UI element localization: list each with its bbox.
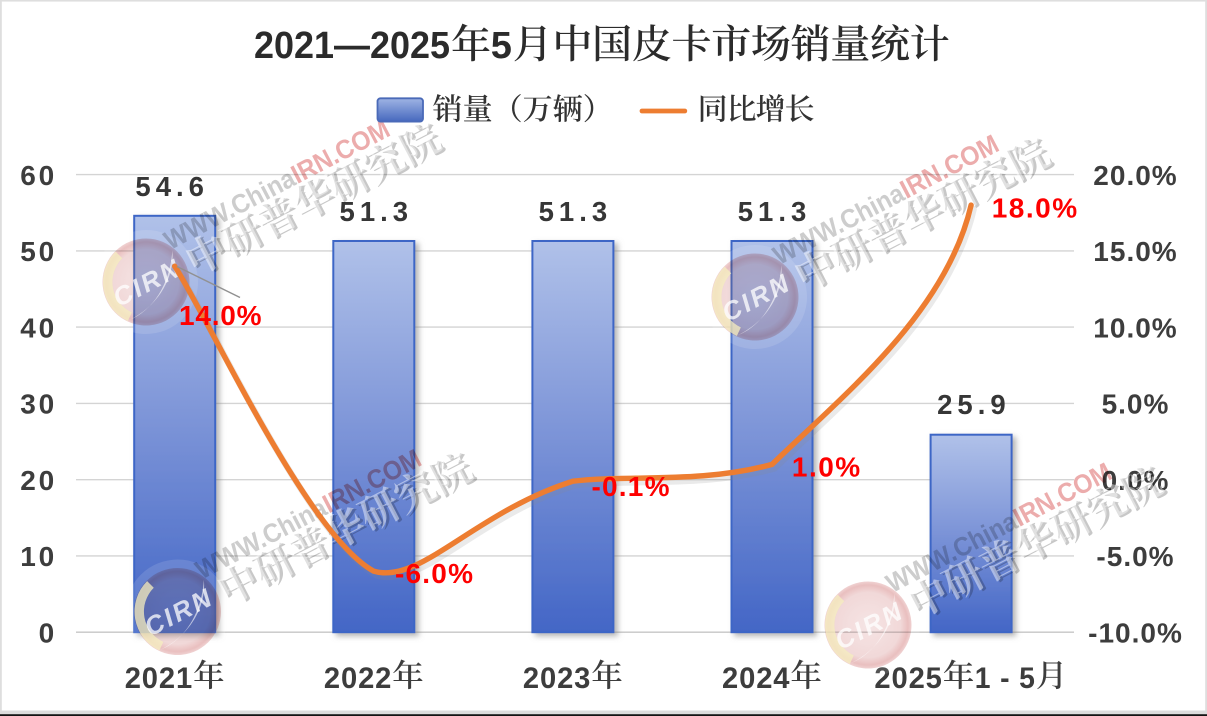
svg-text:1.0%: 1.0% (792, 451, 862, 482)
svg-text:30: 30 (20, 389, 57, 420)
svg-text:25.9: 25.9 (937, 389, 1011, 420)
svg-text:20: 20 (20, 465, 57, 496)
svg-text:10: 10 (20, 541, 57, 572)
svg-text:54.6: 54.6 (135, 171, 209, 202)
svg-text:10.0%: 10.0% (1093, 312, 1177, 343)
svg-text:51.3: 51.3 (539, 196, 613, 227)
svg-text:51.3: 51.3 (340, 196, 414, 227)
svg-text:14.0%: 14.0% (179, 300, 262, 331)
svg-text:15.0%: 15.0% (1093, 236, 1177, 267)
svg-text:18.0%: 18.0% (992, 193, 1079, 224)
svg-text:0: 0 (39, 617, 57, 648)
svg-text:5.0%: 5.0% (1102, 389, 1170, 420)
svg-text:-6.0%: -6.0% (395, 558, 474, 589)
svg-text:-10.0%: -10.0% (1088, 617, 1183, 648)
svg-text:50: 50 (20, 236, 57, 267)
svg-text:20.0%: 20.0% (1093, 160, 1177, 191)
svg-text:40: 40 (20, 312, 57, 343)
svg-text:1 - 5: 1 - 5 (975, 662, 1036, 695)
svg-text:2021: 2021 (125, 662, 193, 695)
svg-text:5: 5 (491, 25, 512, 67)
svg-text:51.3: 51.3 (738, 196, 812, 227)
svg-text:2024: 2024 (722, 662, 790, 695)
svg-text:-5.0%: -5.0% (1096, 541, 1174, 572)
svg-text:2021—2025: 2021—2025 (254, 25, 450, 67)
svg-text:60: 60 (20, 160, 57, 191)
svg-text:2023: 2023 (523, 662, 591, 695)
svg-text:-0.1%: -0.1% (592, 471, 671, 502)
svg-text:2022: 2022 (324, 662, 392, 695)
svg-text:2025: 2025 (874, 662, 942, 695)
